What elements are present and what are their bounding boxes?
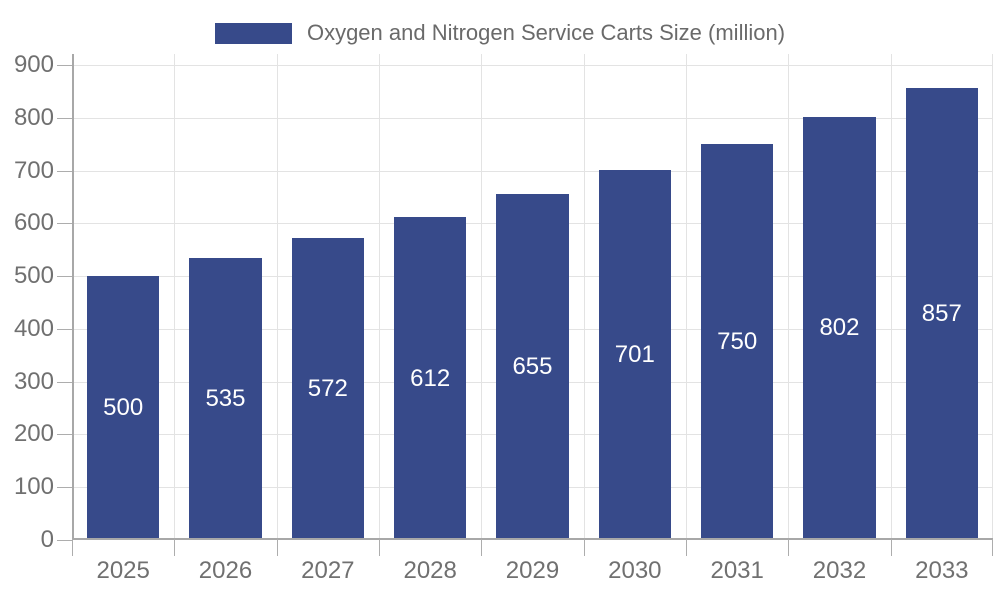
y-axis-label: 0	[40, 526, 54, 553]
y-tick-mark	[57, 540, 72, 541]
y-tick-mark	[57, 434, 72, 436]
y-tick-mark	[57, 328, 72, 330]
bar-2030[interactable]: 701	[598, 170, 672, 540]
bar-2027[interactable]: 572	[291, 238, 365, 540]
legend-item[interactable]: Oxygen and Nitrogen Service Carts Size (…	[0, 18, 1000, 48]
x-axis-label: 2030	[608, 557, 662, 584]
x-tick-mark	[788, 539, 790, 556]
bar-value-label: 655	[512, 353, 553, 381]
bar-2033[interactable]: 857	[905, 87, 979, 540]
gridline-vertical	[992, 54, 993, 540]
y-axis-label: 800	[13, 103, 54, 131]
y-axis-label: 200	[13, 420, 54, 448]
gridline-vertical	[379, 54, 380, 540]
x-tick-mark	[276, 539, 278, 556]
gridline-vertical	[788, 54, 790, 540]
gridline-vertical	[174, 54, 176, 540]
bar-value-label: 857	[921, 299, 962, 327]
x-axis-label: 2025	[96, 557, 150, 584]
x-tick-mark	[481, 539, 483, 556]
gridline-horizontal	[72, 117, 993, 119]
bar-2032[interactable]: 802	[803, 116, 876, 540]
y-tick-mark	[57, 276, 72, 278]
y-axis-label: 300	[13, 367, 54, 395]
gridline-vertical	[890, 54, 892, 540]
gridline-vertical	[686, 54, 687, 540]
x-tick-mark	[72, 539, 73, 556]
gridline-horizontal	[72, 65, 993, 66]
y-axis-label: 700	[13, 156, 54, 184]
gridline-vertical	[481, 54, 483, 540]
x-axis-label: 2028	[403, 557, 457, 584]
plot-area: 500 535 572 612 655 701 750 802 857	[72, 54, 993, 540]
bar-value-label: 535	[205, 384, 246, 412]
gridline-vertical	[276, 54, 278, 540]
x-axis: 2025 2026 2027 2028 2029 2030 2031 2032 2033	[72, 556, 993, 586]
legend-swatch-icon	[214, 22, 292, 44]
bar-2029[interactable]: 655	[496, 194, 569, 540]
y-axis: 0 100 200 300 400 500 600 700 800 900	[0, 0, 54, 600]
y-tick-mark	[57, 170, 72, 172]
x-tick-mark	[379, 539, 380, 556]
x-axis-label: 2032	[812, 557, 867, 584]
y-tick-mark	[57, 487, 72, 489]
x-axis-label: 2031	[710, 557, 764, 584]
bar-value-label: 500	[103, 394, 144, 422]
y-axis-label: 500	[13, 262, 54, 290]
y-tick-mark	[57, 117, 72, 119]
y-axis-label: 400	[13, 314, 54, 342]
x-axis-label: 2029	[505, 557, 560, 584]
y-axis-label: 100	[13, 473, 54, 501]
x-tick-mark	[890, 539, 892, 556]
x-tick-mark	[686, 539, 687, 556]
bar-value-label: 701	[614, 341, 655, 368]
y-axis-label: 900	[13, 51, 54, 78]
y-tick-mark	[57, 223, 72, 225]
x-tick-mark	[583, 539, 585, 556]
legend-label: Oxygen and Nitrogen Service Carts Size (…	[306, 20, 786, 45]
bar-value-label: 750	[717, 328, 758, 356]
bar-2026[interactable]: 535	[189, 257, 262, 540]
x-axis-label: 2033	[915, 557, 969, 584]
x-axis-label: 2026	[198, 557, 253, 584]
gridline-horizontal	[72, 170, 993, 172]
y-axis-line	[72, 54, 74, 540]
y-axis-label: 600	[13, 209, 54, 237]
gridline-vertical	[583, 54, 585, 540]
bar-2031[interactable]: 750	[700, 144, 774, 540]
y-tick-mark	[57, 65, 72, 66]
bar-value-label: 572	[307, 375, 348, 403]
x-tick-mark	[992, 539, 993, 556]
bar-2028[interactable]: 612	[393, 217, 467, 540]
x-axis-label: 2027	[301, 557, 355, 584]
bar-value-label: 612	[410, 364, 451, 392]
x-tick-mark	[174, 539, 176, 556]
y-tick-mark	[57, 381, 72, 383]
bar-value-label: 802	[819, 314, 860, 342]
x-axis-line	[72, 538, 993, 540]
bar-2025[interactable]: 500	[86, 276, 160, 540]
